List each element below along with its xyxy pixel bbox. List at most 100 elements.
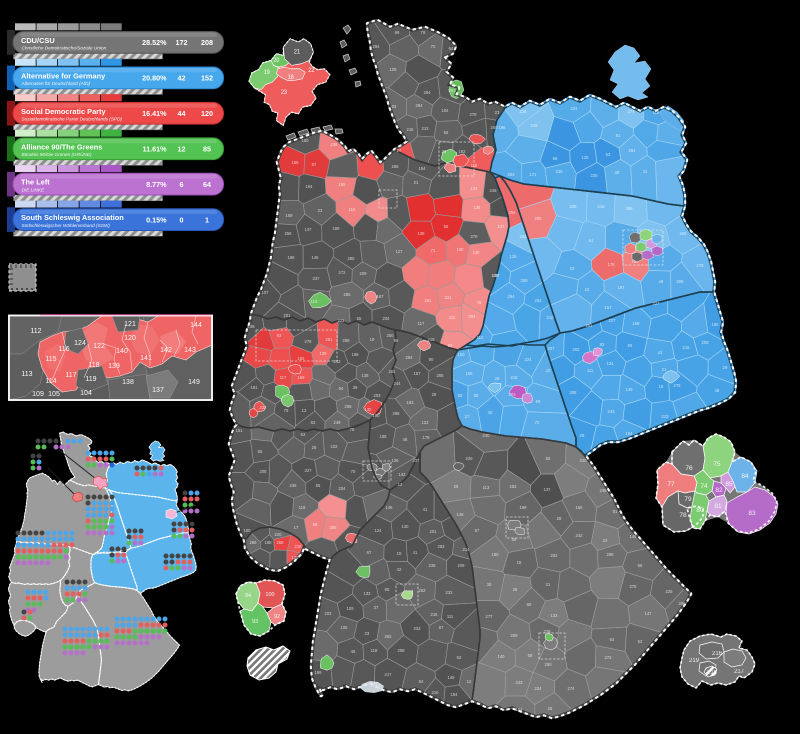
svg-text:281: 281 [586,323,594,328]
svg-text:54: 54 [339,386,344,391]
svg-text:216: 216 [712,651,723,657]
svg-text:10: 10 [397,551,402,556]
svg-text:191: 191 [251,385,259,390]
svg-text:233: 233 [414,626,422,631]
svg-text:190: 190 [373,413,381,418]
svg-text:160: 160 [302,138,310,143]
svg-text:147: 147 [645,611,653,616]
svg-text:216: 216 [431,612,439,617]
svg-text:108: 108 [248,324,256,329]
svg-text:59: 59 [313,522,318,527]
svg-text:216: 216 [598,204,606,209]
svg-text:238: 238 [556,169,564,174]
svg-text:10: 10 [585,287,590,292]
svg-text:227: 227 [305,468,313,473]
svg-text:118: 118 [471,163,478,168]
svg-text:92: 92 [448,343,453,348]
svg-text:146: 146 [386,505,394,510]
svg-text:225: 225 [570,204,578,209]
svg-text:21: 21 [294,48,301,56]
svg-text:137: 137 [152,387,164,394]
svg-text:121: 121 [124,321,136,328]
svg-text:61: 61 [589,238,594,243]
svg-text:120: 120 [201,109,213,118]
svg-text:186: 186 [288,255,296,260]
svg-text:218: 218 [511,375,519,380]
svg-text:137: 137 [305,227,313,232]
svg-text:150: 150 [458,352,466,357]
svg-text:28.52%: 28.52% [142,38,167,47]
svg-text:65: 65 [444,130,449,135]
svg-text:Alternative für Deutschland (A: Alternative für Deutschland (AfD) [21,81,91,86]
svg-text:108: 108 [390,67,398,72]
svg-text:145: 145 [312,255,320,260]
svg-text:56: 56 [444,224,449,229]
svg-text:137: 137 [544,487,552,492]
svg-text:240: 240 [483,433,491,438]
svg-text:122: 122 [93,343,105,350]
svg-text:291: 291 [449,88,457,93]
svg-text:15: 15 [659,384,664,389]
svg-text:251: 251 [425,298,433,303]
svg-text:111: 111 [449,315,456,320]
svg-text:204: 204 [339,486,347,491]
svg-text:27: 27 [465,414,470,419]
svg-text:112: 112 [30,328,41,335]
svg-text:142: 142 [160,347,172,354]
svg-text:21: 21 [662,367,667,372]
svg-text:23: 23 [281,88,288,96]
svg-text:294: 294 [373,44,381,49]
svg-text:80: 80 [458,393,463,398]
svg-text:60: 60 [385,587,390,592]
svg-text:221: 221 [445,295,453,300]
svg-text:183: 183 [407,400,415,405]
svg-text:65: 65 [628,343,633,348]
svg-text:70: 70 [431,44,436,49]
svg-text:70: 70 [351,469,356,474]
svg-text:Alliance 90/The Greens: Alliance 90/The Greens [21,142,102,151]
svg-text:21: 21 [546,582,551,587]
svg-text:160: 160 [457,247,465,252]
svg-text:Bündnis 90/Die Grünen (GRÜNE): Bündnis 90/Die Grünen (GRÜNE) [22,151,93,157]
svg-text:136: 136 [510,254,518,259]
svg-text:109: 109 [32,391,44,398]
svg-text:141: 141 [140,355,152,362]
svg-text:165: 165 [292,160,300,165]
svg-text:278: 278 [544,629,552,634]
svg-text:144: 144 [190,322,202,329]
svg-text:180: 180 [492,552,500,557]
svg-text:The Left: The Left [21,178,50,187]
svg-text:149: 149 [626,387,634,392]
svg-text:208: 208 [260,469,268,474]
svg-text:158: 158 [466,371,474,376]
svg-text:298: 298 [398,648,406,653]
svg-text:44: 44 [178,109,186,118]
svg-text:152: 152 [201,74,213,83]
svg-text:261: 261 [389,369,397,374]
svg-text:286: 286 [250,540,258,545]
svg-text:46: 46 [403,437,408,442]
svg-text:16.41%: 16.41% [142,109,167,118]
svg-text:294: 294 [508,294,516,299]
svg-text:285: 285 [348,256,356,261]
svg-text:250: 250 [387,333,395,338]
svg-text:294: 294 [406,355,414,360]
svg-text:224: 224 [535,686,543,691]
svg-text:111: 111 [587,368,594,373]
svg-text:293: 293 [508,172,516,177]
svg-text:CDU/CSU: CDU/CSU [21,36,55,45]
svg-text:93: 93 [252,619,258,625]
svg-text:223: 223 [662,414,670,419]
svg-text:25: 25 [548,706,553,711]
svg-text:250: 250 [521,278,529,283]
svg-text:120: 120 [124,335,136,342]
svg-text:68: 68 [528,653,533,658]
svg-text:116: 116 [58,346,69,353]
svg-text:204: 204 [383,316,391,321]
svg-text:282: 282 [510,484,518,489]
svg-text:214: 214 [463,547,471,552]
svg-text:178: 178 [423,435,431,440]
svg-text:220: 220 [591,173,599,178]
svg-text:218: 218 [295,544,303,549]
svg-text:220: 220 [466,456,474,461]
